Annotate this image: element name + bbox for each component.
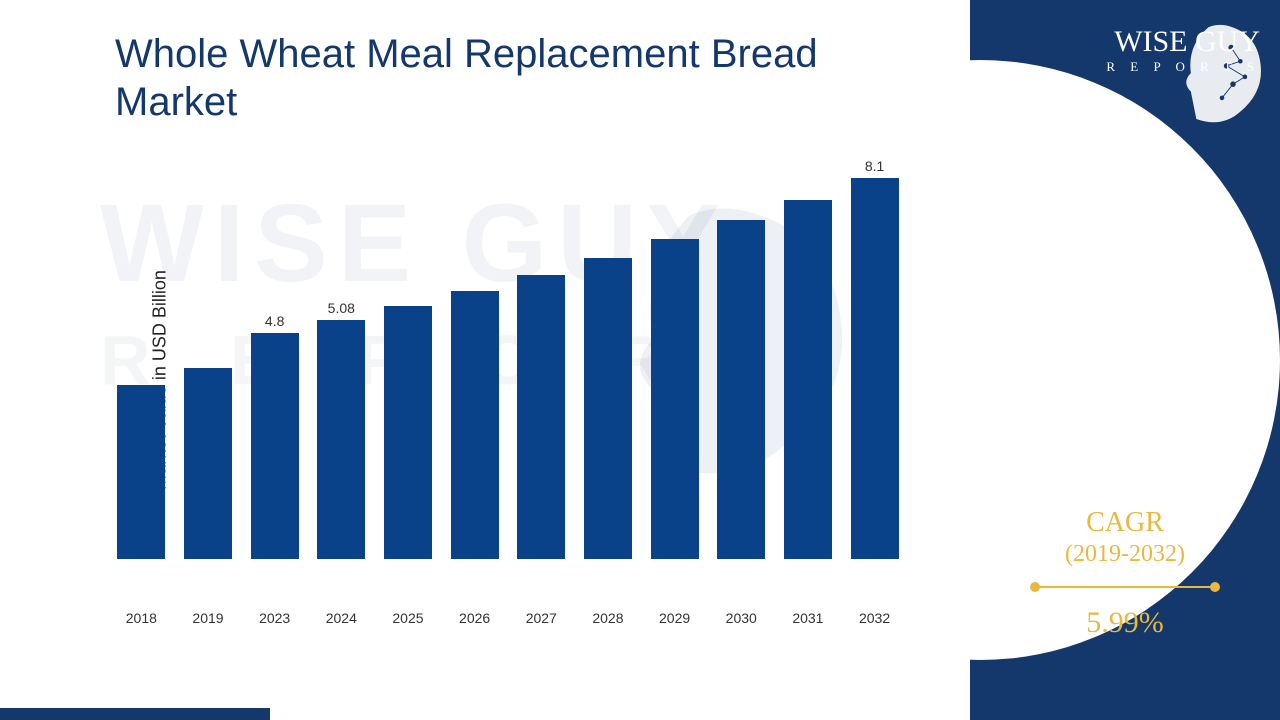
bar-rect (717, 220, 765, 559)
bar-rect (117, 385, 165, 559)
xtick-2030: 2030 (711, 610, 771, 626)
cagr-period: (2019-2032) (1000, 541, 1250, 568)
bar-2026 (445, 271, 505, 559)
xtick-2025: 2025 (378, 610, 438, 626)
bar-rect (851, 178, 899, 559)
bar-rect (517, 275, 565, 559)
bar-rect (784, 200, 832, 559)
chart-title: Whole Wheat Meal Replacement Bread Marke… (115, 30, 935, 126)
bar-rect (384, 306, 432, 559)
footer-accent-bar (0, 708, 270, 720)
xtick-2032: 2032 (845, 610, 905, 626)
bar-2023: 4.8 (245, 313, 305, 559)
bar-chart: Market Value in USD Billion 4.85.088.1 2… (80, 160, 910, 600)
bar-rect (317, 320, 365, 559)
brand-logo: WISE GUY R E P O R T S (1106, 28, 1260, 73)
bar-2019 (178, 348, 238, 559)
x-axis: 2018 2019 2023 2024 2025 2026 2027 2028 2029 2030… (108, 610, 908, 626)
cagr-label: CAGR (1000, 507, 1250, 539)
xtick-2018: 2018 (111, 610, 171, 626)
bar-value-label: 4.8 (265, 313, 284, 329)
bar-rect (651, 239, 699, 559)
cagr-box: CAGR (2019-2032) 5.99% (1000, 507, 1250, 640)
xtick-2028: 2028 (578, 610, 638, 626)
cagr-value: 5.99% (1000, 606, 1250, 640)
chart-panel: Whole Wheat Meal Replacement Bread Marke… (0, 0, 970, 720)
bar-2027 (511, 255, 571, 559)
xtick-2026: 2026 (445, 610, 505, 626)
bar-rect (184, 368, 232, 559)
bar-rect (584, 258, 632, 559)
bar-2025 (378, 286, 438, 559)
bar-value-label: 8.1 (865, 158, 884, 174)
bar-2031 (778, 180, 838, 559)
bar-rect (251, 333, 299, 559)
bars-container: 4.8 5.08 8.1 (108, 160, 908, 559)
logo-text: WISE GUY (1114, 25, 1260, 58)
xtick-2027: 2027 (511, 610, 571, 626)
bar-2028 (578, 238, 638, 559)
bar-2030 (711, 200, 771, 559)
xtick-2019: 2019 (178, 610, 238, 626)
bar-2018 (111, 365, 171, 559)
bar-rect (451, 291, 499, 559)
bar-value-label: 5.08 (328, 300, 355, 316)
bar-2024: 5.08 (311, 300, 371, 559)
xtick-2024: 2024 (311, 610, 371, 626)
logo-subtext: R E P O R T S (1106, 61, 1260, 73)
xtick-2031: 2031 (778, 610, 838, 626)
xtick-2023: 2023 (245, 610, 305, 626)
bar-2032: 8.1 (845, 158, 905, 559)
cagr-divider (1035, 586, 1215, 588)
xtick-2029: 2029 (645, 610, 705, 626)
plot-area: 4.8 5.08 8.1 (108, 160, 908, 560)
bar-2029 (645, 219, 705, 559)
